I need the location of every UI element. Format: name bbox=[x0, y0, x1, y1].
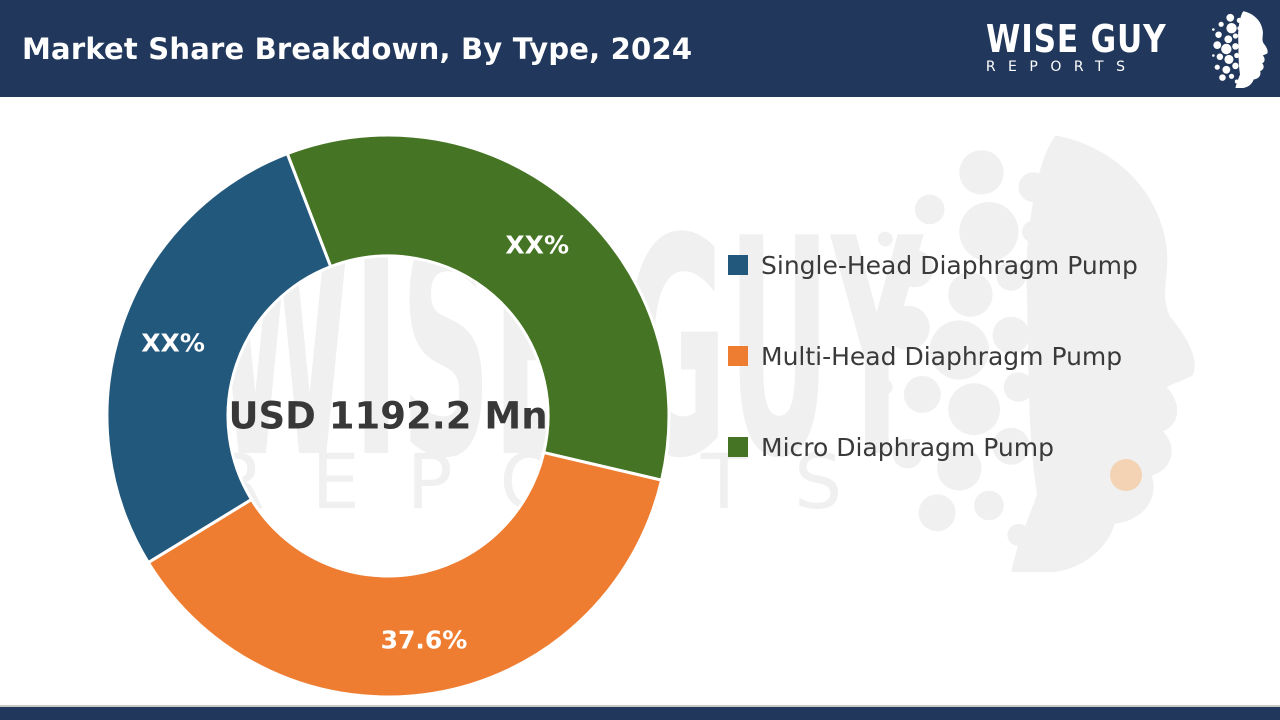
logo-wordmark: WISE GUY bbox=[985, 17, 1167, 61]
donut-segment-single-head-diaphragm-pump bbox=[105, 152, 333, 565]
legend-swatch bbox=[728, 437, 748, 457]
legend-item: Single-Head Diaphragm Pump bbox=[728, 250, 1138, 280]
donut-chart: XX% 37.6% XX% USD 1192.2 Mn bbox=[105, 133, 671, 699]
segment-value-label: 37.6% bbox=[381, 626, 468, 655]
wiseguy-logo-text: WISE GUY REPORTS bbox=[985, 17, 1206, 75]
legend-item: Micro Diaphragm Pump bbox=[728, 432, 1138, 462]
legend-item: Multi-Head Diaphragm Pump bbox=[728, 341, 1138, 371]
legend-swatch bbox=[728, 255, 748, 275]
bottom-divider bbox=[0, 705, 1280, 707]
wiseguy-logo: WISE GUY REPORTS bbox=[986, 10, 1280, 88]
chart-legend: Single-Head Diaphragm Pump Multi-Head Dia… bbox=[728, 250, 1138, 523]
donut-segment-micro-diaphragm-pump bbox=[285, 133, 671, 482]
donut-segment-multi-head-diaphragm-pump bbox=[146, 451, 664, 699]
segment-value-label: XX% bbox=[141, 328, 205, 357]
legend-label: Micro Diaphragm Pump bbox=[761, 432, 1054, 462]
footer-bar bbox=[0, 707, 1280, 720]
legend-swatch bbox=[728, 346, 748, 366]
segment-value-label: XX% bbox=[505, 230, 569, 259]
logo-subtitle: REPORTS bbox=[985, 59, 1138, 75]
legend-label: Multi-Head Diaphragm Pump bbox=[761, 341, 1123, 371]
donut-center-value: USD 1192.2 Mn bbox=[228, 395, 547, 438]
report-header: Market Share Breakdown, By Type, 2024 WI… bbox=[0, 0, 1280, 97]
wiseguy-face-icon bbox=[1210, 10, 1270, 88]
legend-label: Single-Head Diaphragm Pump bbox=[761, 250, 1138, 280]
page-title: Market Share Breakdown, By Type, 2024 bbox=[22, 31, 693, 66]
